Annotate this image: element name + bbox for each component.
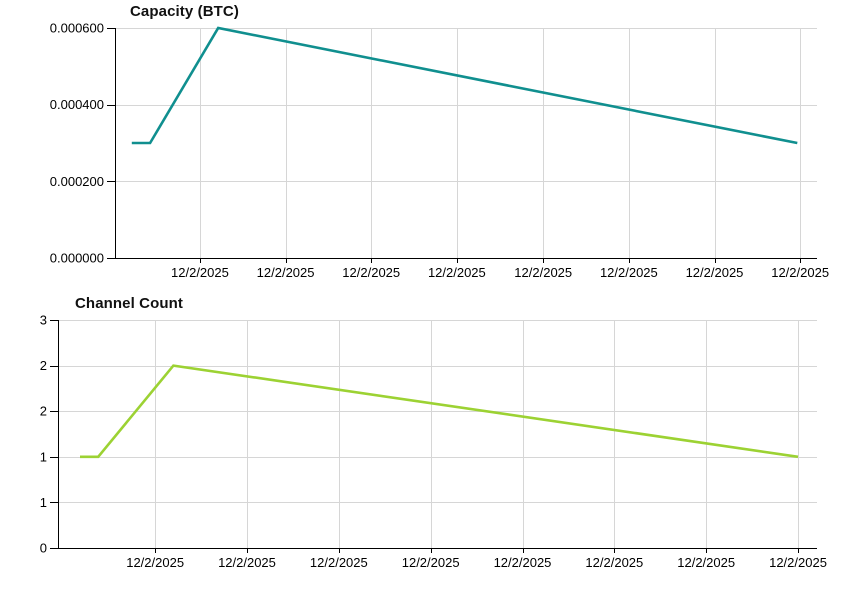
capacity-chart-y-tick-label: 0.000600 (50, 21, 104, 36)
capacity-chart-x-tick-label: 12/2/2025 (257, 265, 315, 280)
channel-count-chart-x-tick-label: 12/2/2025 (126, 555, 184, 570)
capacity-chart-x-tick-label: 12/2/2025 (171, 265, 229, 280)
channel-count-chart-title: Channel Count (75, 295, 183, 312)
channel-count-chart-y-tick-label: 1 (40, 495, 47, 510)
capacity-chart-x-tick-label: 12/2/2025 (686, 265, 744, 280)
channel-count-chart-y-tick-label: 3 (40, 313, 47, 328)
channel-count-chart-x-tick-label: 12/2/2025 (494, 555, 552, 570)
channel-count-chart-series-line (80, 364, 799, 459)
channel-count-chart-y-tick-label: 0 (40, 541, 47, 556)
capacity-chart-y-tick-label: 0.000000 (50, 251, 104, 266)
channel-count-chart-x-tick-label: 12/2/2025 (585, 555, 643, 570)
channel-count-chart-y-tick-label: 2 (40, 358, 47, 373)
capacity-chart-y-tick-label: 0.000400 (50, 97, 104, 112)
capacity-chart-title: Capacity (BTC) (130, 3, 239, 20)
capacity-chart-x-tick-label: 12/2/2025 (600, 265, 658, 280)
channel-count-chart-group: 0 1 1 2 2 3 12/2/2025 12/2/2025 12/2/2025 12/2/20… (40, 313, 827, 571)
channel-count-chart-y-tick-label: 2 (40, 404, 47, 419)
channel-count-chart-x-tick-label: 12/2/2025 (769, 555, 827, 570)
capacity-chart-x-tick-label: 12/2/2025 (428, 265, 486, 280)
capacity-chart-x-tick-label: 12/2/2025 (771, 265, 829, 280)
capacity-chart-series-line (131, 26, 798, 145)
channel-count-chart-x-tick-label: 12/2/2025 (218, 555, 276, 570)
channel-count-chart-x-tick-label: 12/2/2025 (677, 555, 735, 570)
capacity-chart-x-tick-label: 12/2/2025 (342, 265, 400, 280)
capacity-chart-x-tick-label: 12/2/2025 (514, 265, 572, 280)
capacity-chart-y-tick-label: 0.000200 (50, 174, 104, 189)
channel-count-chart-y-tick-label: 1 (40, 449, 47, 464)
channel-count-chart-x-tick-label: 12/2/2025 (310, 555, 368, 570)
capacity-chart-group: 0.000000 0.000200 0.000400 0.000600 12/2/202… (50, 21, 829, 281)
channel-count-chart-x-tick-label: 12/2/2025 (402, 555, 460, 570)
